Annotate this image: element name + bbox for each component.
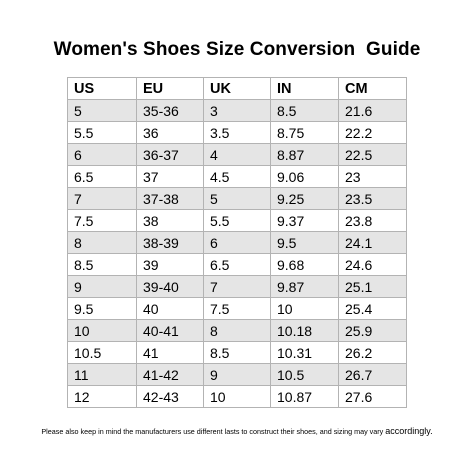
table-row: 6.5 37 4.5 9.06 23 <box>67 165 407 188</box>
header-row: US EU UK IN CM <box>67 77 407 100</box>
table-cell-uk: 5.5 <box>203 209 271 232</box>
table-cell-cm: 25.9 <box>338 319 407 342</box>
table-cell-us: 9.5 <box>67 297 137 320</box>
table-cell-in: 9.25 <box>270 187 339 210</box>
table-cell-in: 10.31 <box>270 341 339 364</box>
table-cell-in: 10 <box>270 297 339 320</box>
table-cell-uk: 8.5 <box>203 341 271 364</box>
table-cell-us: 8 <box>67 231 137 254</box>
table-cell-cm: 22.5 <box>338 143 407 166</box>
column-header-eu: EU <box>136 77 204 100</box>
table-cell-cm: 25.1 <box>338 275 407 298</box>
table-cell-uk: 3.5 <box>203 121 271 144</box>
table-cell-us: 9 <box>67 275 137 298</box>
table-cell-cm: 26.7 <box>338 363 407 386</box>
table-cell-uk: 8 <box>203 319 271 342</box>
table-cell-us: 5 <box>67 99 137 122</box>
table-cell-eu: 40-41 <box>136 319 204 342</box>
table-cell-eu: 40 <box>136 297 204 320</box>
table-row: 5 35-36 3 8.5 21.6 <box>67 99 407 122</box>
table-cell-uk: 7 <box>203 275 271 298</box>
table-cell-uk: 4 <box>203 143 271 166</box>
table-cell-cm: 25.4 <box>338 297 407 320</box>
table-cell-uk: 3 <box>203 99 271 122</box>
table-cell-in: 10.18 <box>270 319 339 342</box>
table-cell-uk: 9 <box>203 363 271 386</box>
table-cell-eu: 36-37 <box>136 143 204 166</box>
table-cell-eu: 39-40 <box>136 275 204 298</box>
table-cell-in: 9.5 <box>270 231 339 254</box>
table-row: 9.5 40 7.5 10 25.4 <box>67 297 407 320</box>
table-cell-in: 10.87 <box>270 385 339 408</box>
table-cell-eu: 35-36 <box>136 99 204 122</box>
table-row: 5.5 36 3.5 8.75 22.2 <box>67 121 407 144</box>
table-cell-cm: 23.8 <box>338 209 407 232</box>
table-cell-eu: 39 <box>136 253 204 276</box>
table-cell-us: 10 <box>67 319 137 342</box>
column-header-cm: CM <box>338 77 407 100</box>
table-cell-uk: 10 <box>203 385 271 408</box>
table-cell-eu: 37 <box>136 165 204 188</box>
table-cell-in: 9.68 <box>270 253 339 276</box>
table-cell-us: 7.5 <box>67 209 137 232</box>
table-cell-eu: 38 <box>136 209 204 232</box>
table-cell-eu: 37-38 <box>136 187 204 210</box>
table-cell-us: 6 <box>67 143 137 166</box>
column-header-us: US <box>67 77 137 100</box>
table-cell-uk: 4.5 <box>203 165 271 188</box>
table-cell-in: 9.37 <box>270 209 339 232</box>
column-header-uk: UK <box>203 77 271 100</box>
table-cell-eu: 38-39 <box>136 231 204 254</box>
disclaimer-text: Please also keep in mind the manufacture… <box>41 427 386 436</box>
table-cell-in: 9.87 <box>270 275 339 298</box>
disclaimer-note: Please also keep in mind the manufacture… <box>0 426 474 436</box>
table-cell-uk: 6.5 <box>203 253 271 276</box>
table-cell-us: 7 <box>67 187 137 210</box>
table-cell-in: 8.5 <box>270 99 339 122</box>
table-cell-us: 6.5 <box>67 165 137 188</box>
table-cell-uk: 7.5 <box>203 297 271 320</box>
table-row: 9 39-40 7 9.87 25.1 <box>67 275 407 298</box>
table-row: 8.5 39 6.5 9.68 24.6 <box>67 253 407 276</box>
table-cell-us: 5.5 <box>67 121 137 144</box>
table-cell-eu: 42-43 <box>136 385 204 408</box>
table-row: 7.5 38 5.5 9.37 23.8 <box>67 209 407 232</box>
table-row: 6 36-37 4 8.87 22.5 <box>67 143 407 166</box>
table-cell-eu: 41 <box>136 341 204 364</box>
table-row: 12 42-43 10 10.87 27.6 <box>67 385 407 408</box>
table-row: 7 37-38 5 9.25 23.5 <box>67 187 407 210</box>
table-row: 8 38-39 6 9.5 24.1 <box>67 231 407 254</box>
table-row: 10.5 41 8.5 10.31 26.2 <box>67 341 407 364</box>
table-body: 5 35-36 3 8.5 21.6 5.5 36 3.5 8.75 22.2 6 36-37 4 8.8… <box>67 99 407 408</box>
table-cell-cm: 23 <box>338 165 407 188</box>
table-cell-uk: 6 <box>203 231 271 254</box>
table-cell-cm: 22.2 <box>338 121 407 144</box>
page-title: Women's Shoes Size Conversion Guide <box>53 39 421 60</box>
table-cell-cm: 24.6 <box>338 253 407 276</box>
table-cell-in: 10.5 <box>270 363 339 386</box>
table-cell-us: 8.5 <box>67 253 137 276</box>
table-cell-eu: 41-42 <box>136 363 204 386</box>
table-cell-uk: 5 <box>203 187 271 210</box>
table-cell-cm: 26.2 <box>338 341 407 364</box>
table-cell-in: 9.06 <box>270 165 339 188</box>
table-row: 10 40-41 8 10.18 25.9 <box>67 319 407 342</box>
table-cell-cm: 23.5 <box>338 187 407 210</box>
table-cell-in: 8.87 <box>270 143 339 166</box>
table-cell-cm: 27.6 <box>338 385 407 408</box>
disclaimer-emphasis: accordingly. <box>385 426 433 436</box>
table-cell-cm: 24.1 <box>338 231 407 254</box>
size-conversion-table: US EU UK IN CM 5 35-36 3 8.5 21.6 5.5 36 3.5 8.75 22.… <box>67 77 407 408</box>
column-header-in: IN <box>270 77 339 100</box>
table-row: 11 41-42 9 10.5 26.7 <box>67 363 407 386</box>
table-cell-in: 8.75 <box>270 121 339 144</box>
table-cell-us: 10.5 <box>67 341 137 364</box>
table-cell-us: 12 <box>67 385 137 408</box>
table-header: US EU UK IN CM <box>67 77 407 100</box>
table-cell-us: 11 <box>67 363 137 386</box>
table-cell-cm: 21.6 <box>338 99 407 122</box>
table-cell-eu: 36 <box>136 121 204 144</box>
